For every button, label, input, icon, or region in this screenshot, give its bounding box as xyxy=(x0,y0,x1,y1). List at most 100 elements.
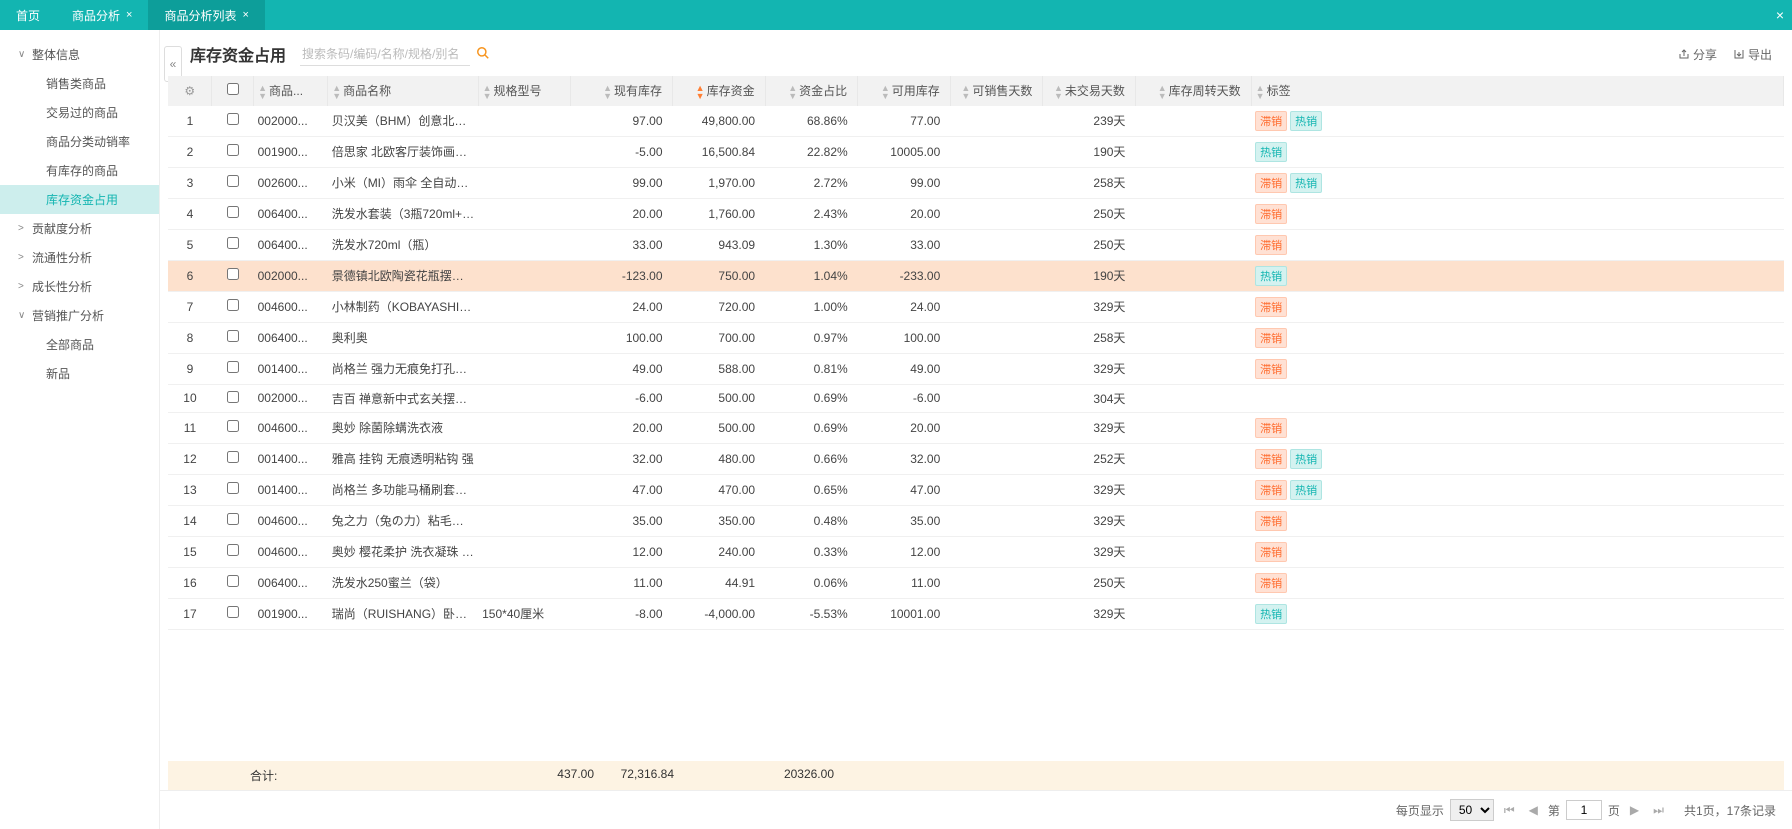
col-header-spec[interactable]: ▲▼规格型号 xyxy=(478,76,571,106)
row-checkbox[interactable] xyxy=(227,330,239,342)
total-tags xyxy=(1104,767,1564,784)
col-header-saledays[interactable]: ▲▼可销售天数 xyxy=(950,76,1043,106)
row-checkbox[interactable] xyxy=(227,513,239,525)
sort-icon: ▲▼ xyxy=(483,84,492,100)
last-page-button[interactable]: ⏭ xyxy=(1649,803,1668,818)
table-row[interactable]: 2001900...倍思家 北欧客厅装饰画卧室-5.0016,500.8422.… xyxy=(168,136,1784,167)
tag: 滞销 xyxy=(1255,359,1287,379)
sidebar-group-1[interactable]: >贡献度分析 xyxy=(0,214,159,243)
cell-notrade: 239天 xyxy=(1043,106,1136,137)
cell-avail: 24.00 xyxy=(858,291,951,322)
sidebar-item-4-0[interactable]: 全部商品 xyxy=(0,330,159,359)
row-checkbox[interactable] xyxy=(227,544,239,556)
col-header-tags[interactable]: ▲▼标签 xyxy=(1251,76,1783,106)
cell-spec: 150*40厘米 xyxy=(478,598,571,629)
first-page-button[interactable]: ⏮ xyxy=(1500,803,1519,818)
share-label: 分享 xyxy=(1693,46,1717,63)
page-prefix: 第 xyxy=(1548,802,1560,819)
table-row[interactable]: 14004600...兔之力（兔の力）粘毛器粘35.00350.000.48%3… xyxy=(168,505,1784,536)
row-checkbox[interactable] xyxy=(227,299,239,311)
col-header-code[interactable]: ▲▼商品... xyxy=(254,76,328,106)
sidebar-group-2[interactable]: >流通性分析 xyxy=(0,243,159,272)
search-input[interactable] xyxy=(300,43,470,66)
cell-code: 002000... xyxy=(254,106,328,137)
sidebar-item-0-0[interactable]: 销售类商品 xyxy=(0,69,159,98)
tab-close-icon[interactable]: × xyxy=(242,9,248,21)
close-all-tabs-button[interactable]: × xyxy=(1776,0,1784,30)
table-row[interactable]: 4006400...洗发水套装（3瓶720ml+1）20.001,760.002… xyxy=(168,198,1784,229)
col-label: 库存周转天数 xyxy=(1169,84,1241,98)
cell-name: 奥妙 除菌除螨洗衣液 xyxy=(328,412,478,443)
tab-close-icon[interactable]: × xyxy=(126,9,132,21)
table-row[interactable]: 3002600...小米（MI）雨伞 全自动折叠99.001,970.002.7… xyxy=(168,167,1784,198)
table-row[interactable]: 12001400...雅高 挂钩 无痕透明粘钩 强32.00480.000.66… xyxy=(168,443,1784,474)
row-checkbox[interactable] xyxy=(227,451,239,463)
col-header-turndays[interactable]: ▲▼库存周转天数 xyxy=(1135,76,1251,106)
row-checkbox[interactable] xyxy=(227,420,239,432)
cell-spec xyxy=(478,567,571,598)
cell-chk xyxy=(212,229,254,260)
page-input[interactable] xyxy=(1566,800,1602,820)
col-header-fund[interactable]: ▲▼库存资金 xyxy=(673,76,766,106)
sidebar-item-0-2[interactable]: 商品分类动销率 xyxy=(0,127,159,156)
next-page-button[interactable]: ▶ xyxy=(1626,803,1643,817)
select-all-checkbox[interactable] xyxy=(227,83,239,95)
share-button[interactable]: 分享 xyxy=(1678,46,1717,63)
row-checkbox[interactable] xyxy=(227,144,239,156)
cell-idx: 4 xyxy=(168,198,212,229)
col-header-avail[interactable]: ▲▼可用库存 xyxy=(858,76,951,106)
table-row[interactable]: 13001400...尚格兰 多功能马桶刷套装 带47.00470.000.65… xyxy=(168,474,1784,505)
row-checkbox[interactable] xyxy=(227,206,239,218)
table-row[interactable]: 10002000...吉百 禅意新中式玄关摆件客-6.00500.000.69%… xyxy=(168,384,1784,412)
sort-icon: ▲▼ xyxy=(881,84,890,100)
cell-saledays xyxy=(950,198,1043,229)
sidebar-group-3[interactable]: >成长性分析 xyxy=(0,272,159,301)
table-row[interactable]: 1002000...贝汉美（BHM）创意北欧风97.0049,800.0068.… xyxy=(168,106,1784,137)
row-checkbox[interactable] xyxy=(227,575,239,587)
col-header-ratio[interactable]: ▲▼资金占比 xyxy=(765,76,858,106)
cell-name: 景德镇北欧陶瓷花瓶摆件 仿 xyxy=(328,260,478,291)
cell-avail: 32.00 xyxy=(858,443,951,474)
cell-saledays xyxy=(950,353,1043,384)
row-checkbox[interactable] xyxy=(227,237,239,249)
sidebar-group-4[interactable]: ∨营销推广分析 xyxy=(0,301,159,330)
row-checkbox[interactable] xyxy=(227,361,239,373)
sidebar-item-0-3[interactable]: 有库存的商品 xyxy=(0,156,159,185)
row-checkbox[interactable] xyxy=(227,268,239,280)
table-row[interactable]: 8006400...奥利奥100.00700.000.97%100.00258天… xyxy=(168,322,1784,353)
sidebar-item-0-4[interactable]: 库存资金占用 xyxy=(0,185,159,214)
sidebar-group-0[interactable]: ∨整体信息 xyxy=(0,40,159,69)
search-icon[interactable] xyxy=(476,46,490,63)
table-row[interactable]: 16006400...洗发水250蜜兰（袋）11.0044.910.06%11.… xyxy=(168,567,1784,598)
export-button[interactable]: 导出 xyxy=(1733,46,1772,63)
total-ratio xyxy=(684,767,764,784)
tab-1[interactable]: 商品分析× xyxy=(56,0,148,30)
row-checkbox[interactable] xyxy=(227,391,239,403)
prev-page-button[interactable]: ◀ xyxy=(1525,803,1542,817)
col-header-stock[interactable]: ▲▼现有库存 xyxy=(571,76,673,106)
col-header-notrade[interactable]: ▲▼未交易天数 xyxy=(1043,76,1136,106)
cell-idx: 15 xyxy=(168,536,212,567)
sidebar-item-0-1[interactable]: 交易过的商品 xyxy=(0,98,159,127)
tab-0[interactable]: 首页 xyxy=(0,0,56,30)
cell-tags: 滞销热销 xyxy=(1251,106,1783,137)
table-row[interactable]: 17001900...瑞尚（RUISHANG）卧室门150*40厘米-8.00-… xyxy=(168,598,1784,629)
row-checkbox[interactable] xyxy=(227,175,239,187)
cell-code: 006400... xyxy=(254,198,328,229)
gear-icon[interactable]: ⚙ xyxy=(184,84,195,98)
tab-2[interactable]: 商品分析列表× xyxy=(148,0,264,30)
row-checkbox[interactable] xyxy=(227,113,239,125)
row-checkbox[interactable] xyxy=(227,482,239,494)
table-row[interactable]: 6002000...景德镇北欧陶瓷花瓶摆件 仿-123.00750.001.04… xyxy=(168,260,1784,291)
col-header-name[interactable]: ▲▼商品名称 xyxy=(328,76,478,106)
per-page-select[interactable]: 50 xyxy=(1450,799,1494,821)
table-row[interactable]: 7004600...小林制药（KOBAYASHI）日24.00720.001.0… xyxy=(168,291,1784,322)
table-row[interactable]: 5006400...洗发水720ml（瓶）33.00943.091.30%33.… xyxy=(168,229,1784,260)
cell-fund: 240.00 xyxy=(673,536,766,567)
row-checkbox[interactable] xyxy=(227,606,239,618)
table-row[interactable]: 11004600...奥妙 除菌除螨洗衣液20.00500.000.69%20.… xyxy=(168,412,1784,443)
cell-avail: 100.00 xyxy=(858,322,951,353)
table-row[interactable]: 9001400...尚格兰 强力无痕免打孔浴室49.00588.000.81%4… xyxy=(168,353,1784,384)
table-row[interactable]: 15004600...奥妙 樱花柔护 洗衣凝珠 1012.00240.000.3… xyxy=(168,536,1784,567)
sidebar-item-4-1[interactable]: 新品 xyxy=(0,359,159,388)
